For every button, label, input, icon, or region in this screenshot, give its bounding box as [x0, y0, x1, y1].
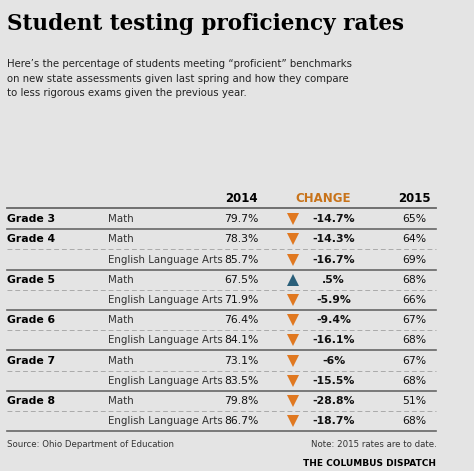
Text: 2014: 2014 — [225, 192, 257, 205]
Text: -6%: -6% — [322, 356, 345, 365]
Text: Note: 2015 rates are to date.: Note: 2015 rates are to date. — [310, 439, 437, 448]
Text: English Language Arts: English Language Arts — [109, 335, 223, 345]
Text: -5.9%: -5.9% — [316, 295, 351, 305]
Text: English Language Arts: English Language Arts — [109, 376, 223, 386]
Text: 64%: 64% — [402, 235, 427, 244]
Text: -16.7%: -16.7% — [312, 254, 355, 265]
Text: 68%: 68% — [402, 416, 427, 426]
Text: 68%: 68% — [402, 335, 427, 345]
Text: Student testing proficiency rates: Student testing proficiency rates — [7, 13, 404, 35]
Text: -16.1%: -16.1% — [312, 335, 355, 345]
Text: 66%: 66% — [402, 295, 427, 305]
Text: Grade 6: Grade 6 — [7, 315, 55, 325]
Text: Source: Ohio Department of Education: Source: Ohio Department of Education — [7, 439, 173, 448]
Text: 67%: 67% — [402, 315, 427, 325]
Text: 67.5%: 67.5% — [224, 275, 258, 285]
Text: Grade 5: Grade 5 — [7, 275, 55, 285]
Text: -18.7%: -18.7% — [312, 416, 355, 426]
Text: Math: Math — [109, 275, 134, 285]
Text: -9.4%: -9.4% — [316, 315, 351, 325]
Text: 67%: 67% — [402, 356, 427, 365]
Text: Math: Math — [109, 315, 134, 325]
Text: 68%: 68% — [402, 376, 427, 386]
Text: 51%: 51% — [402, 396, 427, 406]
Text: Grade 3: Grade 3 — [7, 214, 55, 224]
Text: 79.7%: 79.7% — [224, 214, 258, 224]
Text: CHANGE: CHANGE — [295, 192, 350, 205]
Text: Math: Math — [109, 396, 134, 406]
Text: 85.7%: 85.7% — [224, 254, 258, 265]
Text: 71.9%: 71.9% — [224, 295, 258, 305]
Text: 2015: 2015 — [398, 192, 431, 205]
Text: Math: Math — [109, 356, 134, 365]
Text: -15.5%: -15.5% — [312, 376, 355, 386]
Text: 69%: 69% — [402, 254, 427, 265]
Text: -28.8%: -28.8% — [312, 396, 355, 406]
Text: 84.1%: 84.1% — [224, 335, 258, 345]
Text: THE COLUMBUS DISPATCH: THE COLUMBUS DISPATCH — [303, 459, 437, 468]
Text: 86.7%: 86.7% — [224, 416, 258, 426]
Text: Math: Math — [109, 235, 134, 244]
Text: 76.4%: 76.4% — [224, 315, 258, 325]
Text: 73.1%: 73.1% — [224, 356, 258, 365]
Text: English Language Arts: English Language Arts — [109, 416, 223, 426]
Text: English Language Arts: English Language Arts — [109, 295, 223, 305]
Text: -14.3%: -14.3% — [312, 235, 355, 244]
Text: 79.8%: 79.8% — [224, 396, 258, 406]
Text: Grade 7: Grade 7 — [7, 356, 55, 365]
Text: Grade 4: Grade 4 — [7, 235, 55, 244]
Text: 65%: 65% — [402, 214, 427, 224]
Text: English Language Arts: English Language Arts — [109, 254, 223, 265]
Text: Grade 8: Grade 8 — [7, 396, 55, 406]
Text: 78.3%: 78.3% — [224, 235, 258, 244]
Text: 83.5%: 83.5% — [224, 376, 258, 386]
Text: -14.7%: -14.7% — [312, 214, 355, 224]
Text: 68%: 68% — [402, 275, 427, 285]
Text: Here’s the percentage of students meeting “proficient” benchmarks
on new state a: Here’s the percentage of students meetin… — [7, 59, 352, 98]
Text: Math: Math — [109, 214, 134, 224]
Text: .5%: .5% — [322, 275, 345, 285]
